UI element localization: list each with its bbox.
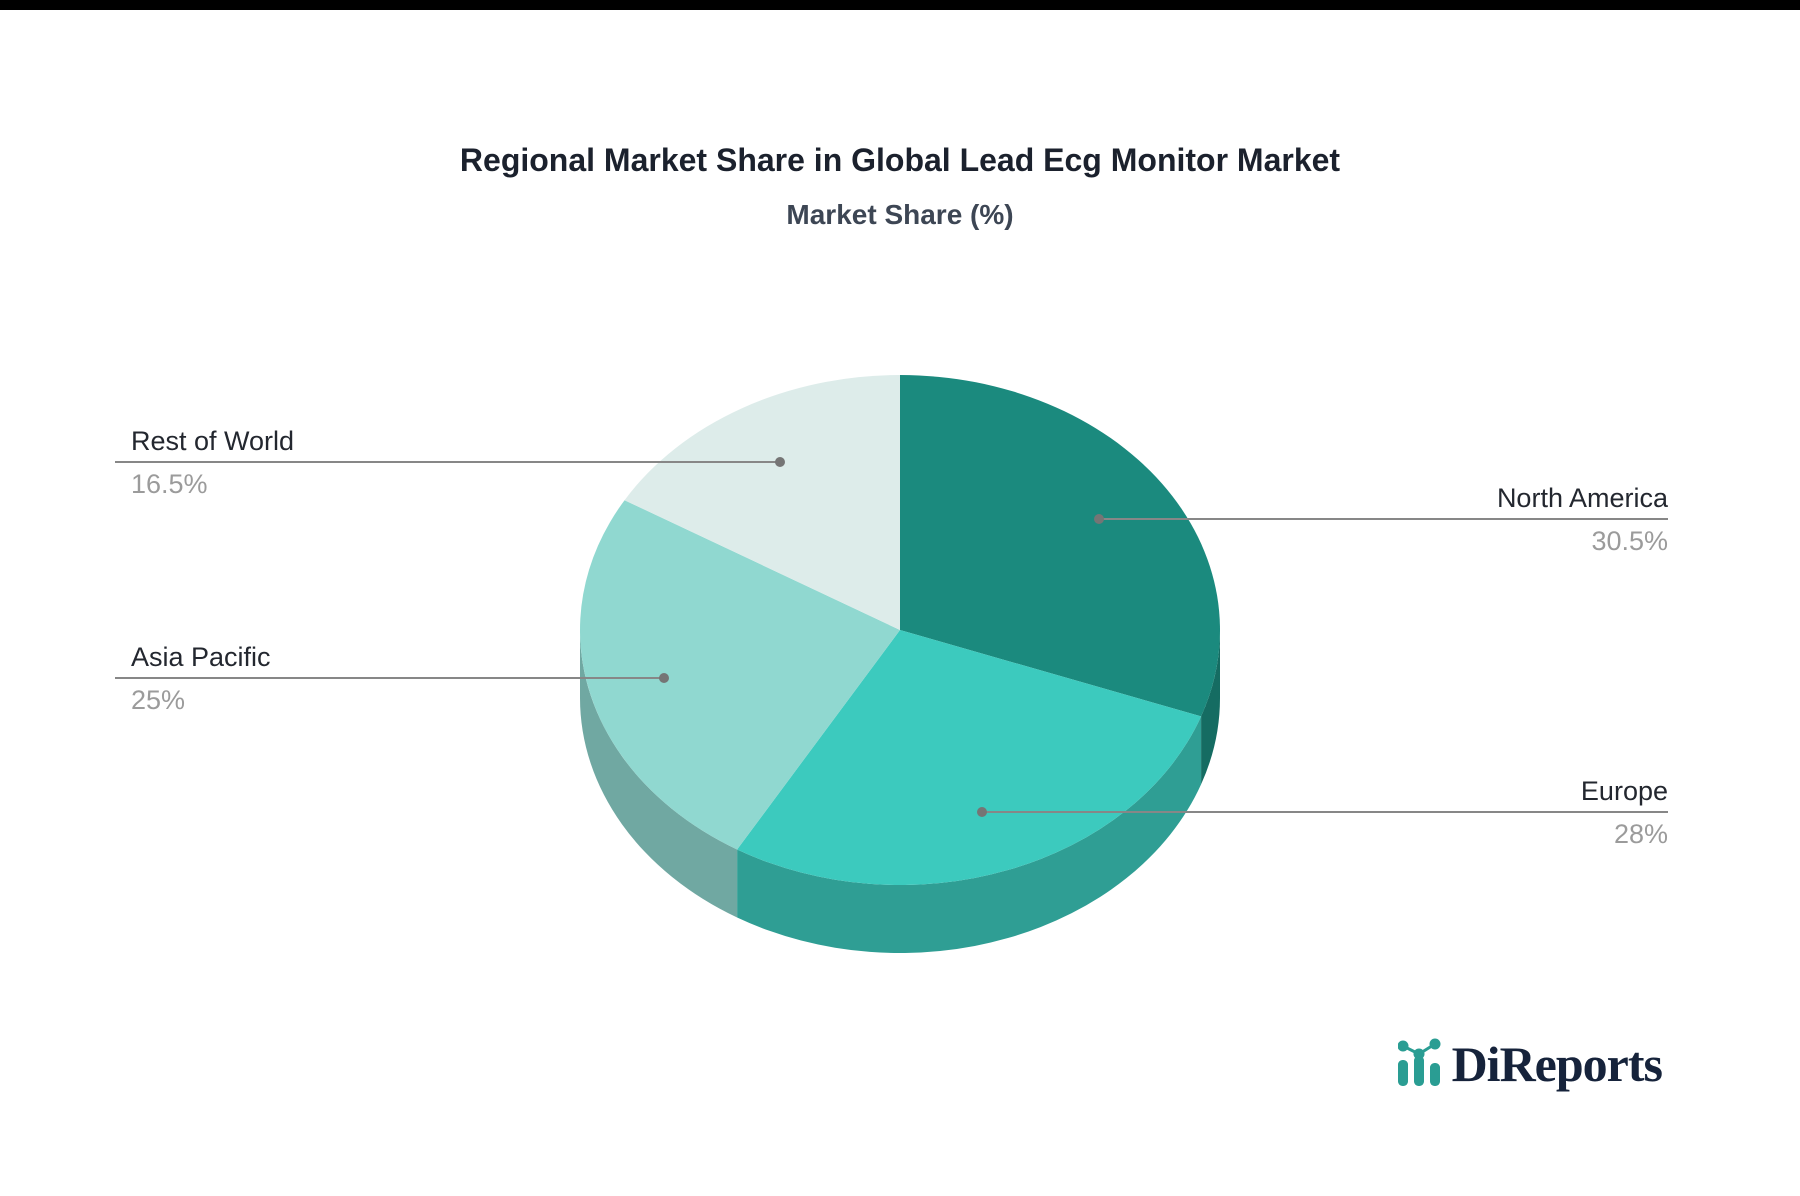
label-line-asia-pacific: [115, 677, 664, 679]
pie-slice-side-north-america: [1201, 630, 1220, 785]
pie-slice-rest-of-world[interactable]: [624, 375, 900, 630]
label-name-rest-of-world: Rest of World: [131, 426, 295, 456]
label-name-asia-pacific: Asia Pacific: [131, 642, 271, 672]
label-dot-asia-pacific: [659, 673, 669, 683]
bar-line-chart-icon: [1397, 1038, 1441, 1086]
chart-subtitle: Market Share (%): [786, 199, 1014, 230]
label-value-rest-of-world: 16.5%: [131, 469, 208, 499]
label-name-north-america: North America: [1496, 483, 1668, 513]
label-value-europe: 28%: [1613, 819, 1668, 849]
label-line-north-america: [1099, 518, 1668, 520]
label-name-europe: Europe: [1580, 776, 1668, 806]
label-line-rest-of-world: [115, 461, 780, 463]
label-dot-north-america: [1094, 514, 1104, 524]
pie-slice-europe[interactable]: [737, 630, 1202, 885]
pie-slice-side-europe: [737, 716, 1202, 953]
label-line-europe: [982, 811, 1668, 813]
direports-logo[interactable]: DiReports: [1397, 1032, 1663, 1092]
label-value-asia-pacific: 25%: [131, 685, 186, 715]
pie-slice-asia-pacific[interactable]: [579, 500, 900, 850]
pie-slice-side-asia-pacific: [580, 630, 738, 918]
label-value-north-america: 30.5%: [1591, 526, 1668, 556]
top-border: [0, 0, 1800, 10]
label-dot-europe: [977, 807, 987, 817]
pie-slice-north-america[interactable]: [900, 375, 1220, 717]
chart-title: Regional Market Share in Global Lead Ecg…: [459, 142, 1341, 178]
label-dot-rest-of-world: [775, 457, 785, 467]
logo-wordmark: DiReports: [1451, 1036, 1663, 1092]
